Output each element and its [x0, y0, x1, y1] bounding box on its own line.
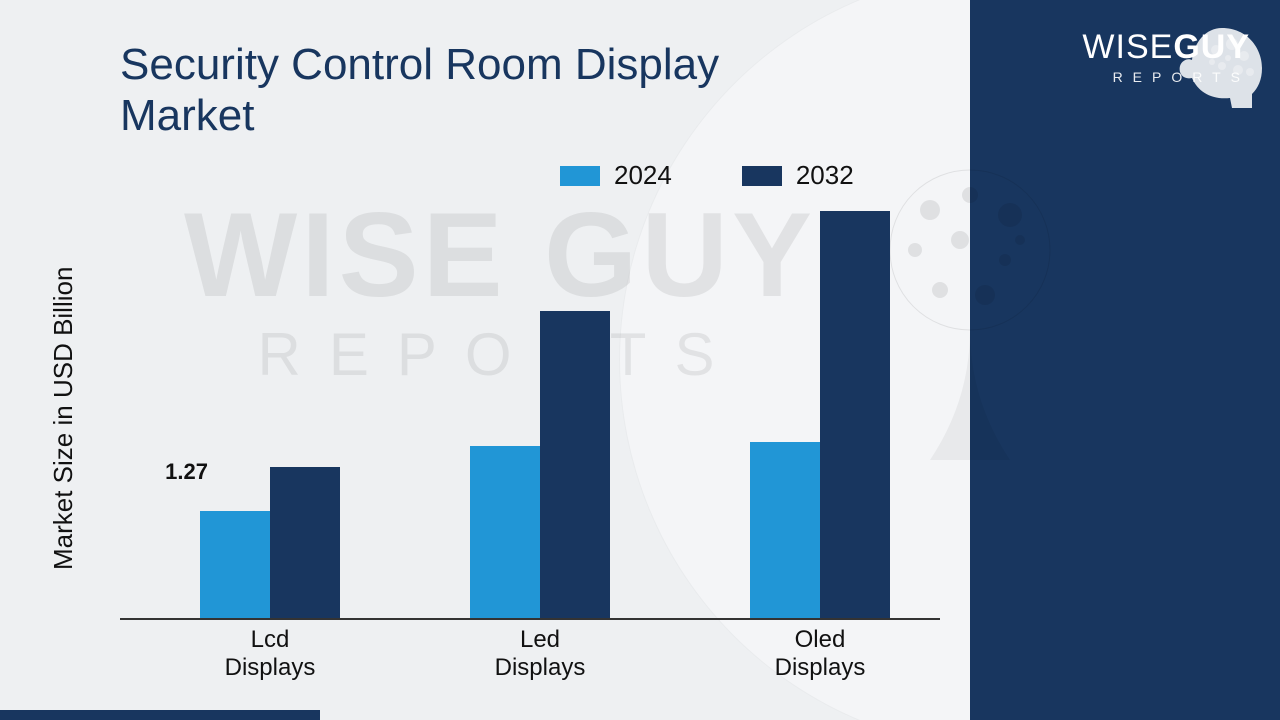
legend-swatch-2032 [742, 166, 782, 186]
brand-logo: WISEGUY REPORTS [1082, 28, 1250, 85]
logo-line1: WISEGUY [1082, 28, 1250, 67]
category-label: LedDisplays [450, 626, 630, 681]
category-label: OledDisplays [730, 626, 910, 681]
bar-2024 [750, 442, 820, 618]
legend-item-2032: 2032 [742, 160, 854, 191]
legend-item-2024: 2024 [560, 160, 672, 191]
legend-label-2032: 2032 [796, 160, 854, 191]
logo-line2: REPORTS [1082, 69, 1250, 85]
chart-stage: WISE GUY REPORTS Security Control Room D… [0, 0, 1280, 720]
logo-word-wise: WISE [1082, 28, 1173, 66]
plot-area: 1.27LcdDisplaysLedDisplaysOledDisplays [120, 200, 940, 620]
legend-swatch-2024 [560, 166, 600, 186]
bar-value-label: 1.27 [165, 459, 208, 485]
x-axis-baseline [120, 618, 940, 620]
bottom-accent-strip [0, 710, 320, 720]
logo-word-guy: GUY [1173, 28, 1250, 66]
category-label: LcdDisplays [180, 626, 360, 681]
legend-label-2024: 2024 [614, 160, 672, 191]
legend: 2024 2032 [560, 160, 854, 191]
bar-2032 [270, 467, 340, 618]
bar-2024 [200, 511, 270, 618]
bar-2032 [540, 311, 610, 618]
bar-2024 [470, 446, 540, 618]
y-axis-label: Market Size in USD Billion [48, 267, 79, 570]
bar-2032 [820, 211, 890, 618]
chart-title: Security Control Room Display Market [120, 40, 760, 141]
